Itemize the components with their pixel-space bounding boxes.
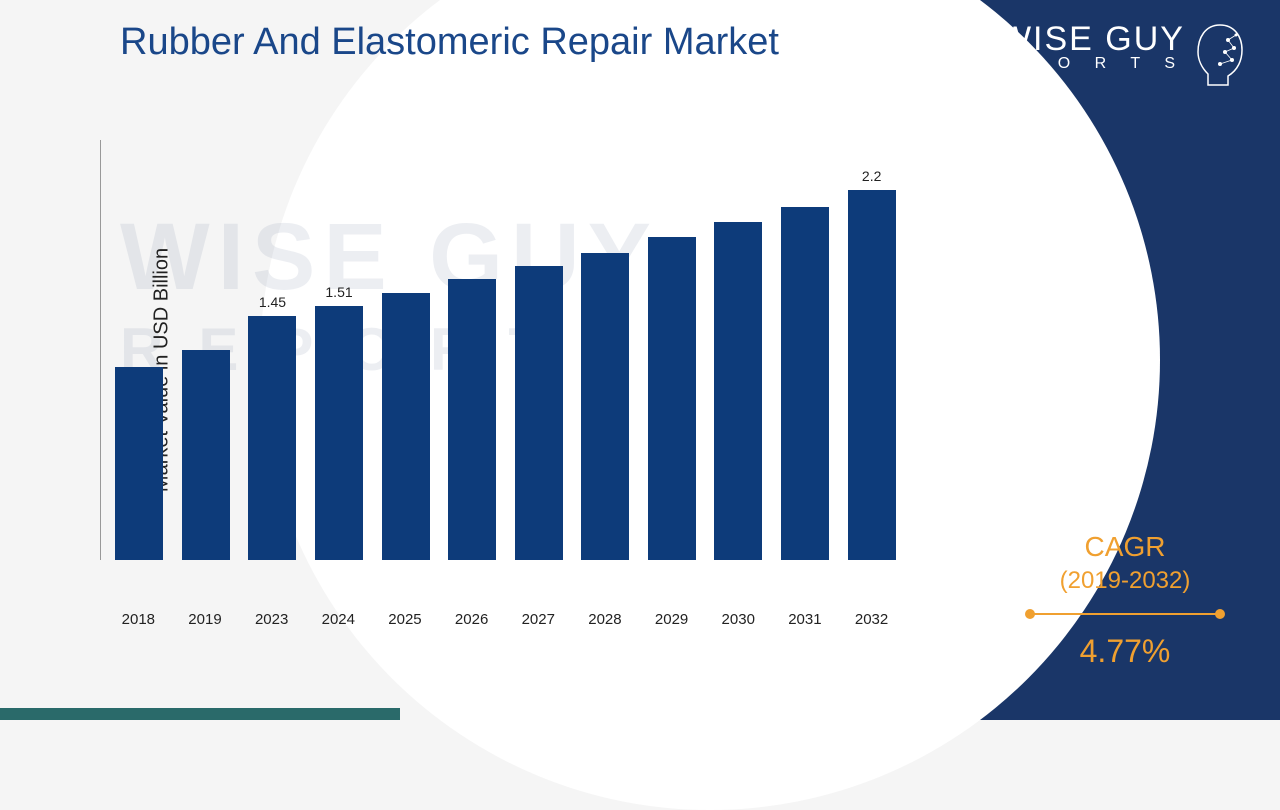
bar-value-label: 2.2 — [862, 168, 881, 186]
cagr-divider — [1030, 613, 1220, 615]
x-tick-label: 2019 — [175, 611, 235, 628]
x-tick-label: 2028 — [575, 611, 635, 628]
cagr-period: (2019-2032) — [1000, 567, 1250, 595]
bar-wrap — [575, 231, 635, 560]
bottom-accent-bar — [0, 708, 400, 720]
bars-group: 1.45 1.51 2.2 — [101, 140, 910, 560]
x-tick-label: 2024 — [308, 611, 368, 628]
cagr-box: CAGR (2019-2032) 4.77% — [1000, 531, 1250, 670]
x-tick-label: 2032 — [842, 611, 902, 628]
bar — [182, 350, 230, 560]
x-tick-label: 2026 — [442, 611, 502, 628]
cagr-value: 4.77% — [1000, 633, 1250, 670]
logo-head-icon — [1190, 20, 1250, 90]
plot-area: 1.45 1.51 2.2 — [100, 140, 910, 560]
bar — [781, 207, 829, 560]
bar-wrap — [376, 271, 436, 560]
x-tick-label: 2031 — [775, 611, 835, 628]
bar-wrap — [775, 185, 835, 560]
x-tick-label: 2030 — [708, 611, 768, 628]
logo: WISE GUY R E P O R T S — [952, 20, 1250, 73]
bar-wrap — [442, 257, 502, 560]
bar-value-label: 1.45 — [259, 294, 286, 312]
x-tick-label: 2027 — [508, 611, 568, 628]
bar — [448, 279, 496, 560]
cagr-label: CAGR — [1000, 531, 1250, 563]
bar-wrap — [708, 200, 768, 560]
x-tick-label: 2025 — [375, 611, 435, 628]
chart-container: WISE GUY REPORTS Rubber And Elastomeric … — [0, 0, 1280, 720]
x-axis-labels: 2018 2019 2023 2024 2025 2026 2027 2028 2029 2030… — [100, 611, 910, 628]
bar-wrap: 1.45 — [242, 294, 302, 560]
logo-text: WISE GUY — [952, 20, 1185, 59]
bar-wrap — [109, 345, 169, 560]
logo-subtext: R E P O R T S — [952, 55, 1185, 73]
x-tick-label: 2023 — [242, 611, 302, 628]
chart-title: Rubber And Elastomeric Repair Market — [120, 20, 779, 66]
bar-wrap: 2.2 — [842, 168, 902, 560]
bar-wrap — [176, 328, 236, 560]
bar-wrap — [509, 244, 569, 560]
bar — [115, 367, 163, 560]
x-tick-label: 2029 — [642, 611, 702, 628]
bar-value-label: 1.51 — [325, 284, 352, 302]
bar — [714, 222, 762, 560]
bar — [382, 293, 430, 560]
bar — [515, 266, 563, 560]
bar — [848, 190, 896, 560]
bar — [315, 306, 363, 560]
bar — [648, 237, 696, 560]
bar-wrap — [642, 215, 702, 560]
chart-area: Market Value in USD Billion 1.451.512.2 … — [70, 140, 910, 600]
x-tick-label: 2018 — [108, 611, 168, 628]
bar — [581, 253, 629, 560]
bar — [248, 316, 296, 560]
bar-wrap: 1.51 — [309, 284, 369, 560]
